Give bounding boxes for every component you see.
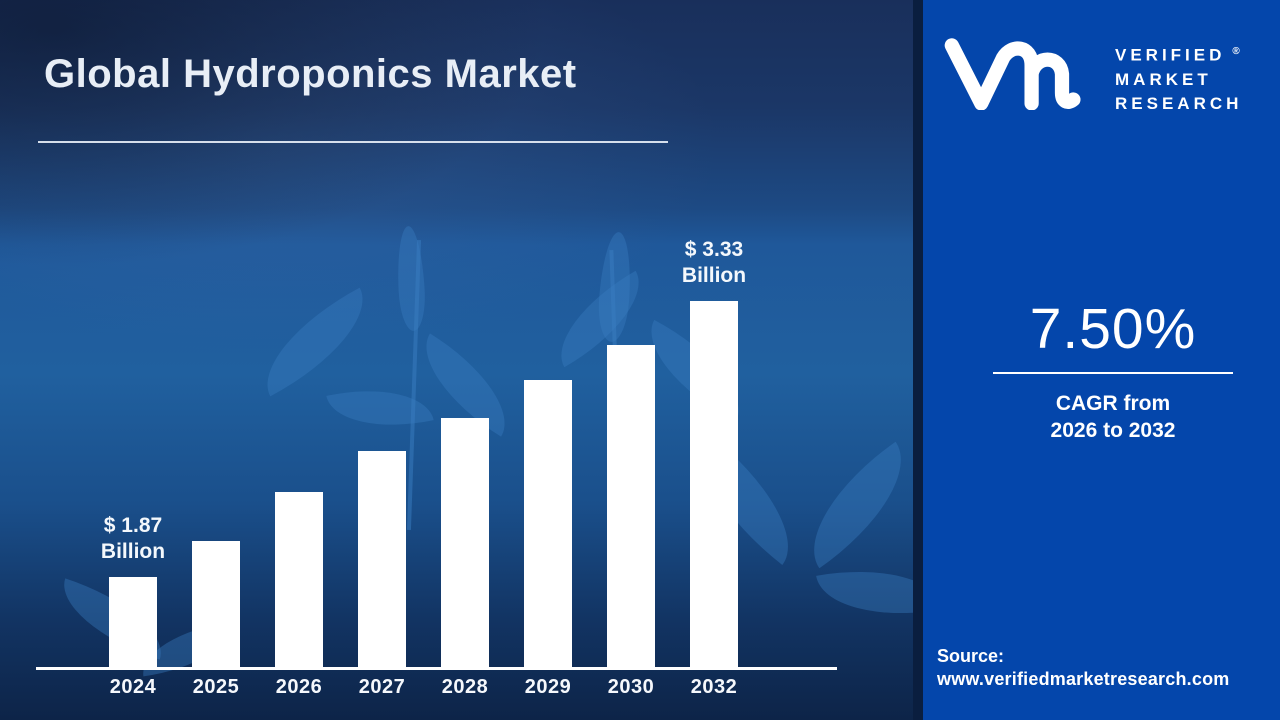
x-tick-label-2025: 2025 bbox=[192, 676, 240, 698]
bar-2027 bbox=[358, 451, 406, 670]
brand-name: VERIFIED ® MARKET RESEARCH bbox=[1115, 34, 1242, 116]
x-tick-label-2032: 2032 bbox=[690, 676, 738, 698]
bar-2029 bbox=[524, 380, 572, 670]
cagr-value: 7.50% bbox=[1029, 297, 1197, 361]
cagr-caption-line2: 2026 to 2032 bbox=[1050, 419, 1176, 442]
bar-2025 bbox=[192, 541, 240, 670]
x-tick-label-2024: 2024 bbox=[109, 676, 157, 698]
x-tick-label-2026: 2026 bbox=[275, 676, 323, 698]
chart-panel: Global Hydroponics Market 2024 2025 2026 20… bbox=[0, 0, 913, 720]
x-tick-label-2029: 2029 bbox=[524, 676, 572, 698]
brand-logo: VERIFIED ® MARKET RESEARCH bbox=[943, 34, 1242, 116]
source-label: Source: bbox=[937, 646, 1005, 666]
bar-2024 bbox=[109, 577, 157, 670]
x-tick-label-2030: 2030 bbox=[607, 676, 655, 698]
brand-line-market: MARKET bbox=[1115, 69, 1212, 89]
cagr-caption-line1: CAGR from bbox=[1055, 392, 1171, 415]
title-underline bbox=[38, 141, 668, 143]
source-url: www.verifiedmarketresearch.com bbox=[937, 669, 1230, 689]
x-tick-label-2027: 2027 bbox=[358, 676, 406, 698]
cagr-underline bbox=[993, 372, 1233, 374]
x-axis-line bbox=[36, 667, 837, 670]
vmr-logo-mark-icon bbox=[944, 38, 1081, 110]
x-tick-label-2028: 2028 bbox=[441, 676, 489, 698]
bar-value-label-2032: $ 3.33 Billion bbox=[681, 238, 747, 287]
panel-divider bbox=[913, 0, 923, 720]
info-panel: VERIFIED ® MARKET RESEARCH 7.50% CAGR fro… bbox=[923, 0, 1280, 720]
brand-line-verified: VERIFIED ® bbox=[1115, 40, 1242, 68]
bar-2026 bbox=[275, 492, 323, 670]
bar-2030 bbox=[607, 345, 655, 670]
source-block: Source: www.verifiedmarketresearch.com bbox=[937, 645, 1229, 691]
registered-trademark-icon: ® bbox=[1232, 46, 1240, 57]
bar-chart: 2024 2025 2026 2027 2028 2029 2030 2032 $ 1.87 Bi… bbox=[36, 238, 837, 698]
cagr-block: 7.50% CAGR from 2026 to 2032 bbox=[946, 298, 1280, 444]
page-title: Global Hydroponics Market bbox=[44, 52, 577, 96]
brand-line-research: RESEARCH bbox=[1115, 93, 1243, 113]
bar-2032 bbox=[690, 301, 738, 670]
brand-word-verified: VERIFIED bbox=[1115, 45, 1226, 65]
bar-2028 bbox=[441, 418, 489, 670]
bar-value-label-2024: $ 1.87 Billion bbox=[100, 514, 166, 563]
